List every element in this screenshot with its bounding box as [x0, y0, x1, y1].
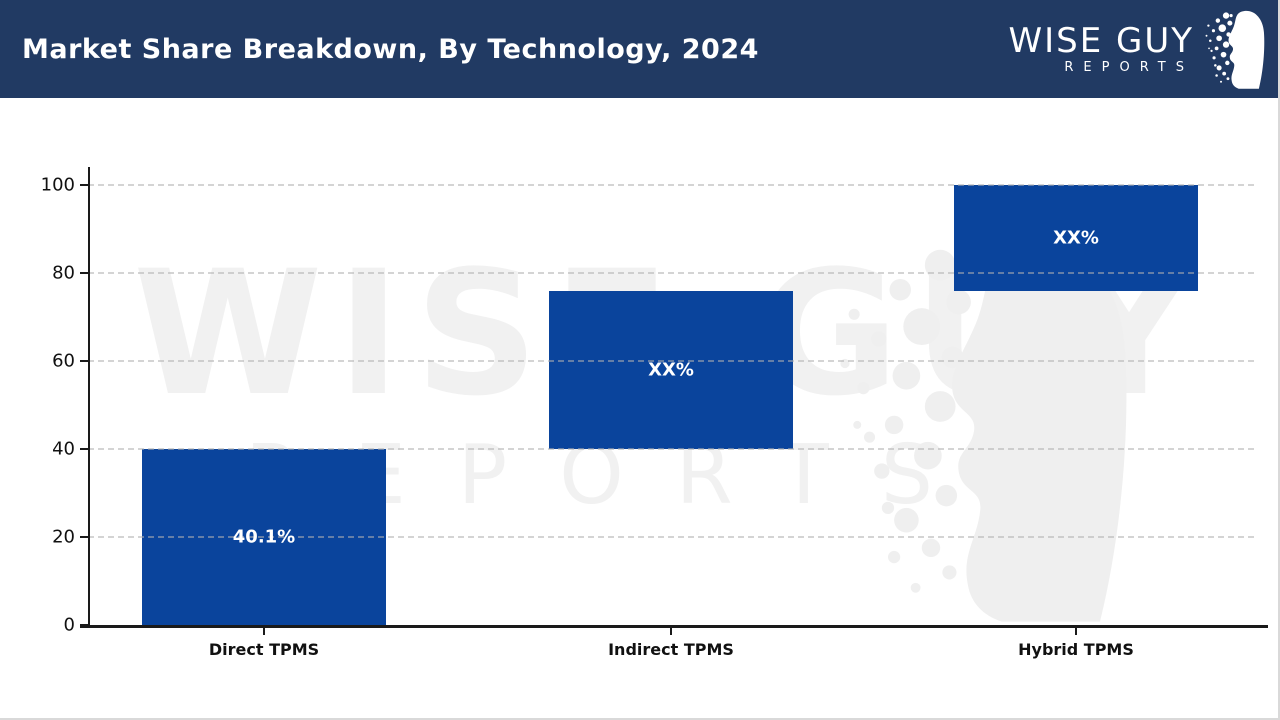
x-category-label-direct-tpms: Direct TPMS [208, 640, 320, 659]
gridline-y-80 [88, 272, 1254, 274]
y-tick-label-20: 20 [52, 526, 75, 548]
y-tick-mark-20 [80, 536, 89, 538]
gridline-y-20 [88, 536, 1254, 538]
y-tick-label-60: 60 [52, 350, 75, 372]
chart-title: Market Share Breakdown, By Technology, 2… [22, 33, 759, 65]
y-tick-mark-80 [80, 272, 89, 274]
y-tick-label-80: 80 [52, 262, 75, 284]
bar-value-label-2: XX% [648, 359, 694, 381]
y-tick-label-40: 40 [52, 438, 75, 460]
bar-value-label-1: 40.1% [232, 526, 296, 548]
x-tick-mark-2 [670, 628, 672, 635]
y-axis-line [88, 167, 90, 627]
gridline-y-40 [88, 448, 1254, 450]
x-category-label-hybrid-tpms: Hybrid TPMS [1018, 640, 1134, 659]
y-tick-mark-100 [80, 184, 89, 186]
x-tick-mark-1 [263, 628, 265, 635]
logo-brand-text: WISE GUY [1008, 21, 1194, 61]
logo-reports-text: REPORTS [1064, 60, 1194, 75]
gridline-y-60 [88, 360, 1254, 362]
bar-indirect-tpms [549, 290, 793, 449]
y-tick-mark-0 [80, 624, 89, 626]
x-axis-line [80, 625, 1268, 628]
title-banner: Market Share Breakdown, By Technology, 2… [0, 0, 1280, 98]
x-category-label-indirect-tpms: Indirect TPMS [608, 640, 734, 659]
wiseguy-face-logo-icon [1205, 10, 1265, 89]
y-tick-label-0: 0 [63, 614, 75, 636]
x-tick-mark-3 [1075, 628, 1077, 635]
y-tick-mark-60 [80, 360, 89, 362]
gridline-y-100 [88, 184, 1254, 186]
wiseguy-reports-logo: WISE GUY REPORTS [1008, 8, 1280, 90]
y-tick-label-100: 100 [40, 174, 75, 196]
bar-value-label-3: XX% [1053, 227, 1099, 249]
y-tick-mark-40 [80, 448, 89, 450]
